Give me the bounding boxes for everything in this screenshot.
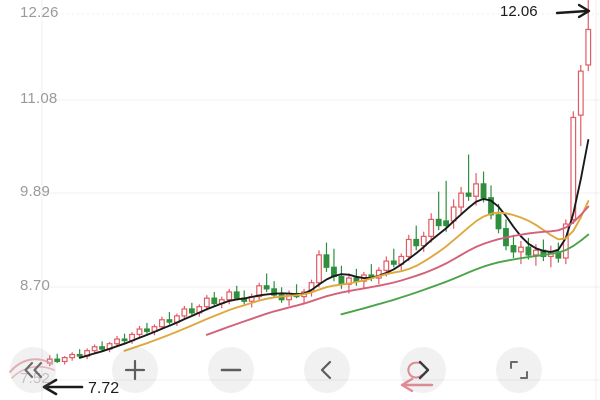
- annotation-high-price: 12.06: [500, 3, 538, 20]
- minus-icon: [220, 368, 242, 372]
- annotation-arrow-left-icon: [42, 378, 84, 396]
- y-axis-label-0: 12.26: [20, 4, 59, 21]
- annotation-pink-scribble-icon: [9, 358, 55, 379]
- y-axis-label-1: 11.08: [20, 90, 58, 107]
- annotation-arrow-right-icon: [555, 3, 591, 19]
- pan-right-button[interactable]: [400, 347, 446, 393]
- plus-icon: [124, 359, 146, 381]
- fullscreen-button[interactable]: [496, 347, 542, 393]
- chevron-left-icon: [320, 360, 332, 380]
- rewind-button[interactable]: [10, 347, 56, 393]
- annotation-pink-c-mark-icon: [407, 361, 423, 379]
- chart-toolbar: [0, 340, 600, 400]
- zoom-in-button[interactable]: [112, 347, 158, 393]
- pan-left-button[interactable]: [304, 347, 350, 393]
- expand-corners-icon: [510, 361, 528, 379]
- y-axis-label-4: 7.52: [20, 370, 50, 387]
- y-axis-label-3: 8.70: [20, 277, 50, 294]
- annotation-pink-arrow-left-icon: [400, 377, 434, 393]
- annotation-low-price: 7.72: [88, 380, 120, 397]
- double-chevron-left-icon: [24, 361, 43, 379]
- y-axis-label-2: 9.89: [20, 183, 50, 200]
- zoom-out-button[interactable]: [208, 347, 254, 393]
- chevron-right-icon: [418, 360, 430, 380]
